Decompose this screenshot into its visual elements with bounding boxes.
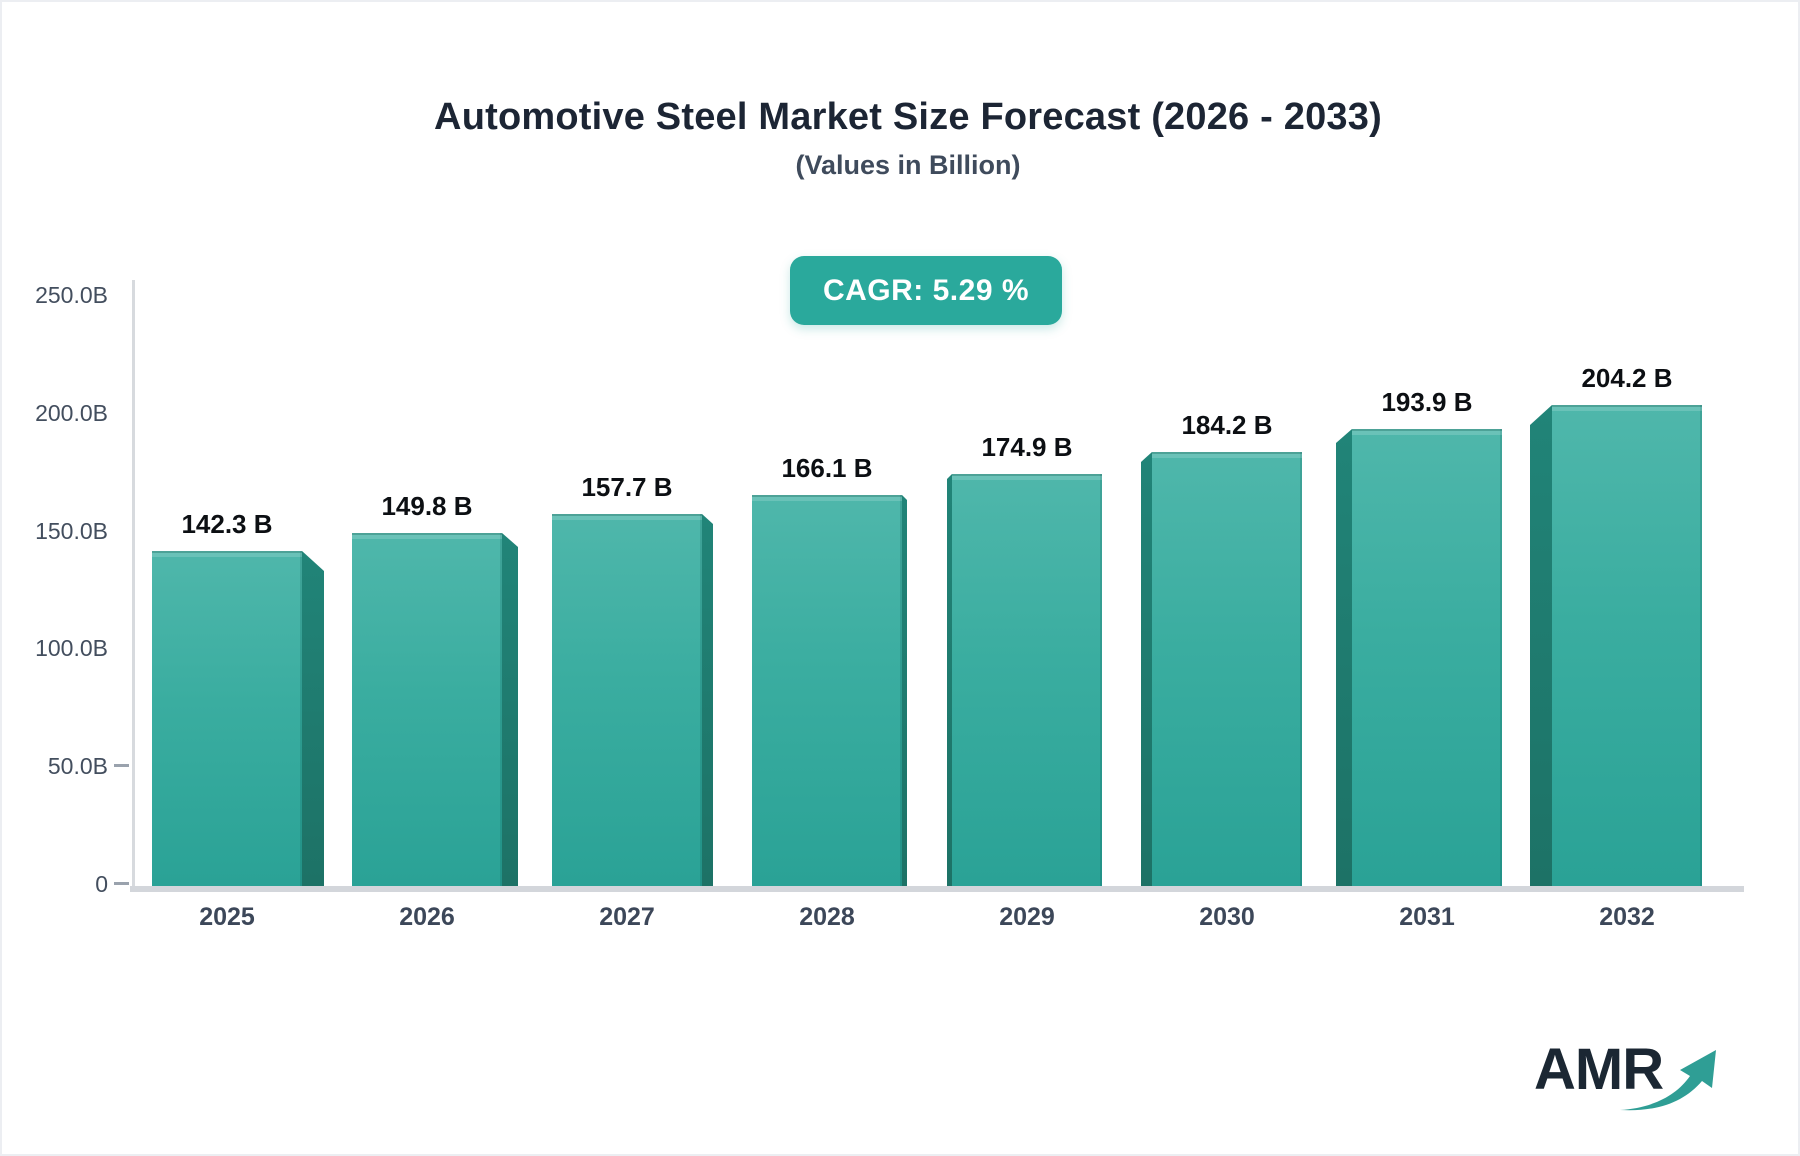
x-tick-label: 2032 bbox=[1599, 903, 1655, 931]
bar-2028[interactable] bbox=[752, 495, 902, 886]
y-tick-label: 0 bbox=[95, 871, 108, 897]
cagr-badge: CAGR: 5.29 % bbox=[790, 256, 1062, 325]
bar-value-label: 166.1 B bbox=[781, 453, 873, 483]
bar-3d-side bbox=[502, 533, 518, 886]
bar-value-label: 204.2 B bbox=[1581, 363, 1673, 393]
bar-value-label: 142.3 B bbox=[181, 509, 273, 539]
x-axis-line bbox=[130, 886, 1744, 892]
x-tick-label: 2025 bbox=[199, 903, 255, 931]
bar-3d-side bbox=[902, 495, 907, 886]
chart-title: Automotive Steel Market Size Forecast (2… bbox=[434, 96, 1382, 138]
x-tick-label: 2028 bbox=[799, 903, 855, 931]
chart-subtitle: (Values in Billion) bbox=[795, 150, 1021, 180]
bar-3d-side bbox=[702, 514, 713, 886]
bar-value-label: 157.7 B bbox=[581, 472, 673, 502]
y-tick-label: 50.0B bbox=[47, 753, 108, 780]
bar-value-label: 149.8 B bbox=[381, 491, 473, 521]
bar-2030[interactable] bbox=[1152, 452, 1302, 886]
x-tick-label: 2027 bbox=[599, 903, 655, 931]
bar-2026[interactable] bbox=[352, 533, 502, 886]
x-tick-label: 2029 bbox=[999, 903, 1055, 931]
bar-3d-side bbox=[302, 551, 324, 886]
y-tick-label: 150.0B bbox=[35, 517, 108, 544]
amr-logo-arrow-icon bbox=[1620, 1050, 1716, 1111]
bar-2032[interactable] bbox=[1552, 405, 1702, 886]
y-tick-dash bbox=[114, 764, 129, 768]
y-tick-label: 250.0B bbox=[35, 282, 108, 308]
bar-value-label: 193.9 B bbox=[1381, 387, 1473, 417]
bar-2025[interactable] bbox=[152, 551, 302, 886]
bar-2027[interactable] bbox=[552, 514, 702, 886]
y-tick-label: 200.0B bbox=[35, 399, 108, 426]
x-tick-label: 2026 bbox=[399, 903, 455, 931]
y-axis-line bbox=[132, 280, 135, 888]
bar-value-label: 184.2 B bbox=[1181, 410, 1273, 440]
bar-2029[interactable] bbox=[952, 474, 1102, 886]
bar-3d-side bbox=[1336, 429, 1352, 886]
amr-logo-text: AMR bbox=[1534, 1037, 1664, 1102]
y-tick-label: 100.0B bbox=[35, 635, 108, 662]
bar-3d-side bbox=[947, 474, 952, 886]
y-tick-dash bbox=[114, 882, 129, 885]
x-tick-label: 2030 bbox=[1199, 903, 1255, 931]
bar-2031[interactable] bbox=[1352, 429, 1502, 886]
bar-3d-side bbox=[1530, 405, 1552, 886]
amr-logo: AMR bbox=[1530, 1028, 1730, 1118]
bar-value-label: 174.9 B bbox=[981, 432, 1073, 462]
x-tick-label: 2031 bbox=[1399, 903, 1455, 931]
bar-3d-side bbox=[1141, 452, 1152, 886]
